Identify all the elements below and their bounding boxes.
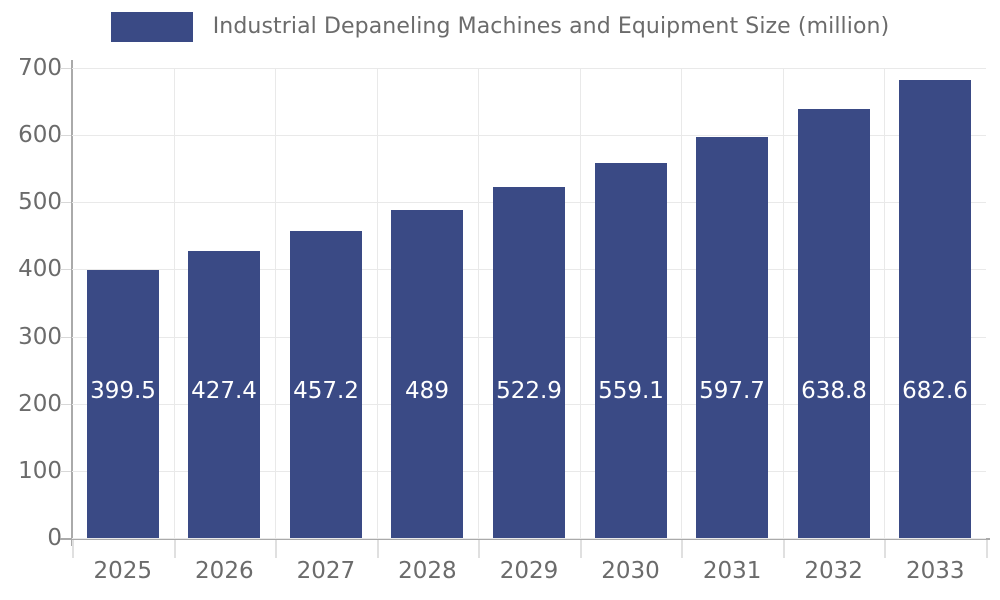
y-axis-tick-mark <box>60 336 72 338</box>
bar[interactable]: 682.6 <box>899 79 971 538</box>
x-axis-tick-label: 2032 <box>804 558 863 584</box>
legend-item[interactable]: Industrial Depaneling Machines and Equip… <box>110 12 890 42</box>
bar[interactable]: 489 <box>391 209 463 538</box>
legend-item-label: Industrial Depaneling Machines and Equip… <box>212 14 890 39</box>
x-axis-tick-mark <box>986 540 988 558</box>
bar[interactable]: 427.4 <box>188 251 260 538</box>
x-axis-tick-mark <box>72 540 74 558</box>
x-axis-tick-label: 2026 <box>195 558 254 584</box>
y-axis-tick-mark <box>60 403 72 405</box>
gridline-vertical <box>580 68 581 538</box>
bar-value-label: 559.1 <box>598 378 664 404</box>
bar-value-label: 597.7 <box>699 378 765 404</box>
x-axis-tick-mark <box>377 540 379 558</box>
legend-color-swatch <box>110 12 193 42</box>
x-axis-tick-mark <box>580 540 582 558</box>
gridline-vertical <box>783 68 784 538</box>
y-axis-tick-label: 100 <box>18 457 62 484</box>
bar-value-label: 399.5 <box>90 378 156 404</box>
gridline-vertical <box>478 68 479 538</box>
y-axis-tick-label: 300 <box>18 323 62 350</box>
bar[interactable]: 597.7 <box>696 136 768 538</box>
bar[interactable]: 457.2 <box>290 231 362 538</box>
x-axis-tick-label: 2030 <box>601 558 660 584</box>
bar-value-label: 489 <box>405 378 449 404</box>
bar[interactable]: 638.8 <box>798 109 870 538</box>
y-axis-tick-label: 0 <box>47 525 62 551</box>
x-axis-tick-label: 2025 <box>93 558 153 584</box>
y-axis-tick-mark <box>60 269 72 271</box>
y-axis-tick-mark <box>60 202 72 204</box>
gridline-horizontal <box>72 538 986 539</box>
bar[interactable]: 559.1 <box>595 162 667 538</box>
x-axis-tick-label: 2031 <box>702 558 762 584</box>
y-axis-line <box>71 60 73 546</box>
x-axis-tick-mark <box>884 540 886 558</box>
x-axis-tick-mark <box>174 540 176 558</box>
gridline-vertical <box>884 68 885 538</box>
gridline-horizontal <box>72 135 986 137</box>
y-axis-tick-mark <box>60 470 72 472</box>
y-axis-tick-label: 500 <box>18 189 62 216</box>
plot-area: 399.5 427.4 457.2 489 522.9 559.1 597.7 638.8 68… <box>72 68 986 539</box>
x-axis-tick-mark <box>275 540 277 558</box>
x-axis-tick-label: 2028 <box>398 558 457 584</box>
gridline-vertical <box>174 68 175 538</box>
bar-value-label: 427.4 <box>191 378 257 404</box>
gridline-vertical <box>275 68 276 538</box>
bar[interactable]: 399.5 <box>87 269 159 538</box>
y-axis-tick-label: 400 <box>18 256 62 283</box>
chart-legend: Industrial Depaneling Machines and Equip… <box>0 0 1000 54</box>
y-axis-tick-mark <box>60 68 72 69</box>
y-axis-tick-label: 200 <box>18 390 62 417</box>
x-axis-tick-label: 2027 <box>296 558 356 584</box>
bar-value-label: 638.8 <box>801 378 867 404</box>
y-axis-tick-label: 700 <box>18 55 62 81</box>
bar[interactable]: 522.9 <box>493 186 565 538</box>
bar-value-label: 682.6 <box>902 378 968 404</box>
x-axis-tick-mark <box>681 540 683 558</box>
x-axis-line <box>60 538 990 540</box>
bar-value-label: 522.9 <box>496 378 562 404</box>
y-axis-tick-mark <box>60 135 72 137</box>
x-axis-tick-label: 2029 <box>499 558 559 584</box>
x-axis-tick-label: 2033 <box>905 558 965 584</box>
gridline-vertical <box>681 68 682 538</box>
y-axis: 0 100 200 300 400 500 600 700 <box>0 0 72 600</box>
y-axis-tick-label: 600 <box>18 122 62 149</box>
gridline-horizontal <box>72 68 986 69</box>
x-axis-tick-mark <box>783 540 785 558</box>
x-axis-tick-mark <box>478 540 480 558</box>
gridline-vertical <box>377 68 378 538</box>
bar-value-label: 457.2 <box>293 378 359 404</box>
